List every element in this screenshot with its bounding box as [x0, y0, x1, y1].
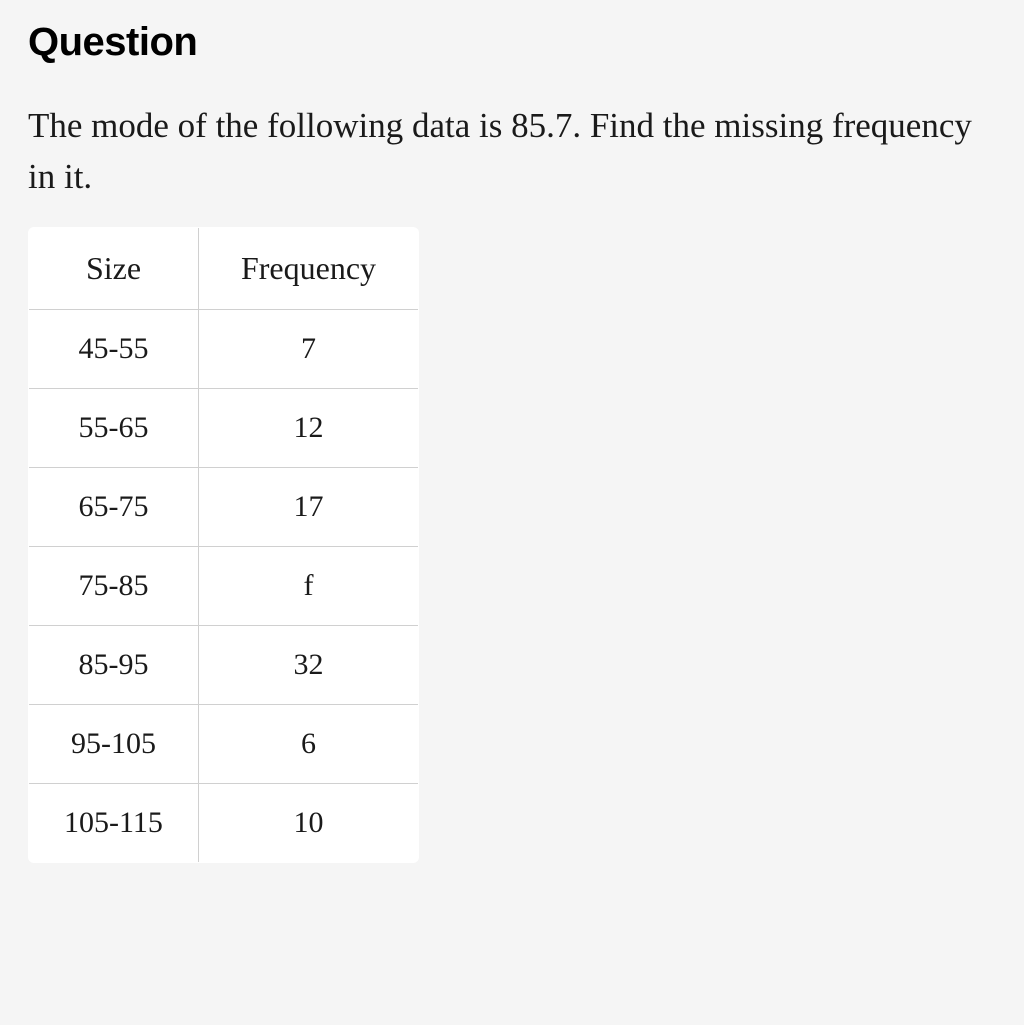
column-header-size: Size — [29, 227, 199, 309]
cell-frequency: 10 — [199, 783, 419, 862]
cell-frequency: f — [199, 546, 419, 625]
cell-size: 85-95 — [29, 625, 199, 704]
cell-size: 55-65 — [29, 388, 199, 467]
table-row: 85-95 32 — [29, 625, 419, 704]
cell-size: 75-85 — [29, 546, 199, 625]
question-heading: Question — [28, 20, 996, 65]
cell-frequency: 6 — [199, 704, 419, 783]
cell-frequency: 12 — [199, 388, 419, 467]
cell-frequency: 32 — [199, 625, 419, 704]
cell-frequency: 17 — [199, 467, 419, 546]
cell-size: 45-55 — [29, 309, 199, 388]
table-row: 55-65 12 — [29, 388, 419, 467]
cell-size: 95-105 — [29, 704, 199, 783]
question-body: The mode of the following data is 85.7. … — [28, 101, 996, 203]
frequency-table: Size Frequency 45-55 7 55-65 12 65-75 17… — [28, 227, 419, 863]
table-row: 105-115 10 — [29, 783, 419, 862]
cell-size: 105-115 — [29, 783, 199, 862]
table-row: 65-75 17 — [29, 467, 419, 546]
table-row: 75-85 f — [29, 546, 419, 625]
column-header-frequency: Frequency — [199, 227, 419, 309]
cell-size: 65-75 — [29, 467, 199, 546]
table-row: 95-105 6 — [29, 704, 419, 783]
table-row: 45-55 7 — [29, 309, 419, 388]
table-header-row: Size Frequency — [29, 227, 419, 309]
cell-frequency: 7 — [199, 309, 419, 388]
